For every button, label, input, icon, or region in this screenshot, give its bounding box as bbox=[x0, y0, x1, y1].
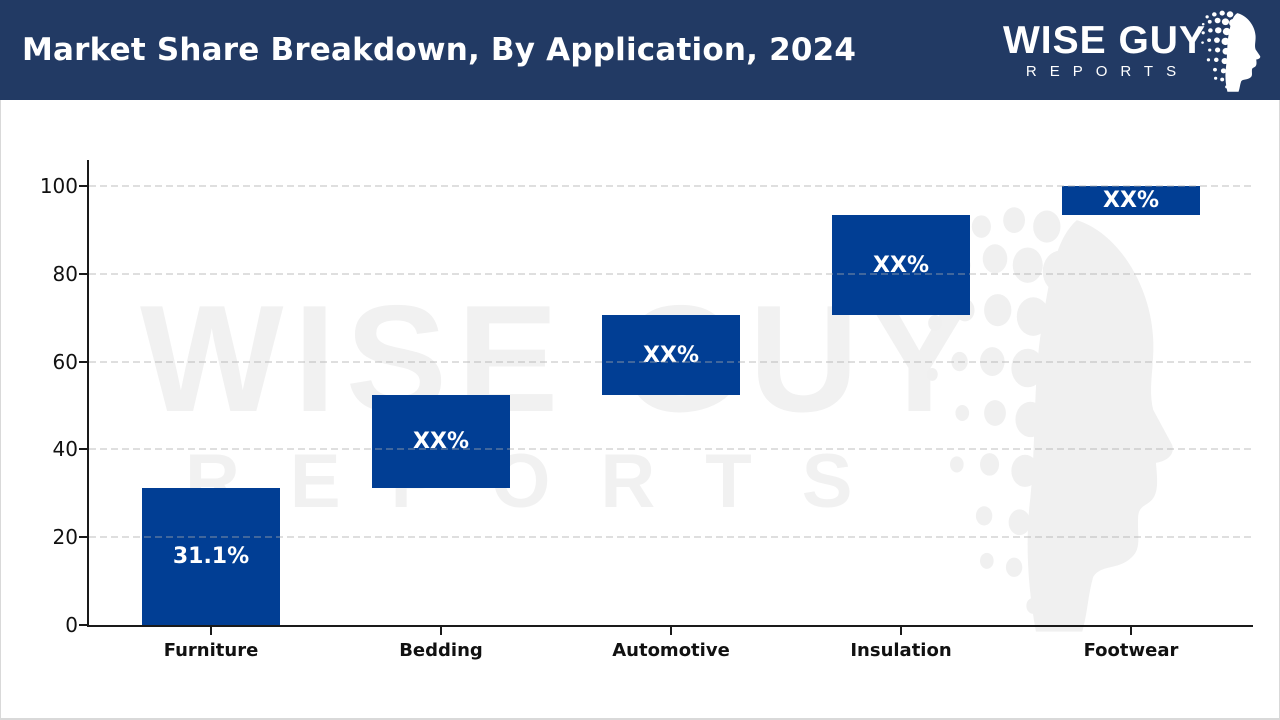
x-axis-line bbox=[87, 625, 1253, 627]
y-tick-label: 40 bbox=[52, 437, 78, 462]
x-tick-mark bbox=[1130, 627, 1132, 635]
y-tick-label: 100 bbox=[39, 174, 78, 198]
gridline bbox=[89, 536, 1253, 539]
bar-segment: XX% bbox=[602, 315, 740, 395]
waterfall-chart: WISE GUY REPORTS 0 20 40 60 80 100 Furniture Be… bbox=[0, 100, 1280, 720]
gridline bbox=[89, 272, 1253, 275]
y-tick-mark bbox=[79, 624, 87, 626]
bar-segment: XX% bbox=[372, 394, 510, 489]
bar-value-label: 31.1% bbox=[172, 544, 250, 570]
y-tick-mark bbox=[79, 536, 87, 539]
bar-segment: XX% bbox=[1062, 186, 1200, 216]
y-tick-label: 80 bbox=[52, 261, 78, 286]
x-tick-mark bbox=[900, 627, 902, 635]
x-axis-label: Bedding bbox=[399, 640, 483, 661]
header-bar: Market Share Breakdown, By Application, … bbox=[0, 0, 1280, 100]
y-axis-line bbox=[87, 160, 89, 627]
logo-wordmark: WISE GUY bbox=[1002, 18, 1206, 62]
gridline bbox=[89, 360, 1253, 363]
gridline bbox=[89, 448, 1253, 451]
gridline bbox=[89, 185, 1253, 187]
y-tick-mark bbox=[79, 185, 87, 187]
y-tick-label: 60 bbox=[52, 349, 78, 374]
chart-title: Market Share Breakdown, By Application, … bbox=[22, 32, 857, 68]
bar-segment: 31.1% bbox=[142, 488, 280, 625]
logo-text: WISE GUY REPORTS bbox=[1002, 18, 1206, 80]
logo-face-icon bbox=[1196, 7, 1268, 93]
x-tick-mark bbox=[210, 627, 212, 635]
x-tick-mark bbox=[670, 627, 672, 635]
watermark-wordmark: WISE GUY bbox=[140, 274, 981, 444]
wiseguy-logo: WISE GUY REPORTS bbox=[1003, 6, 1268, 94]
bar-value-label: XX% bbox=[643, 342, 699, 368]
x-axis-label: Furniture bbox=[163, 640, 259, 661]
y-tick-mark bbox=[79, 448, 87, 451]
x-axis-label: Footwear bbox=[1083, 640, 1179, 661]
x-tick-mark bbox=[440, 627, 442, 635]
x-axis-label: Insulation bbox=[850, 640, 952, 661]
bar-value-label: XX% bbox=[873, 252, 929, 278]
logo-subtitle: REPORTS bbox=[1025, 62, 1190, 80]
bar-value-label: XX% bbox=[413, 429, 469, 455]
y-tick-label: 0 bbox=[65, 613, 78, 637]
x-axis-label: Automotive bbox=[612, 640, 730, 661]
bar-value-label: XX% bbox=[1103, 188, 1159, 214]
bar-segment: XX% bbox=[832, 215, 970, 316]
y-tick-mark bbox=[79, 360, 87, 363]
y-tick-label: 20 bbox=[52, 525, 78, 550]
watermark-subtitle: REPORTS bbox=[185, 439, 903, 524]
y-tick-mark bbox=[79, 272, 87, 275]
